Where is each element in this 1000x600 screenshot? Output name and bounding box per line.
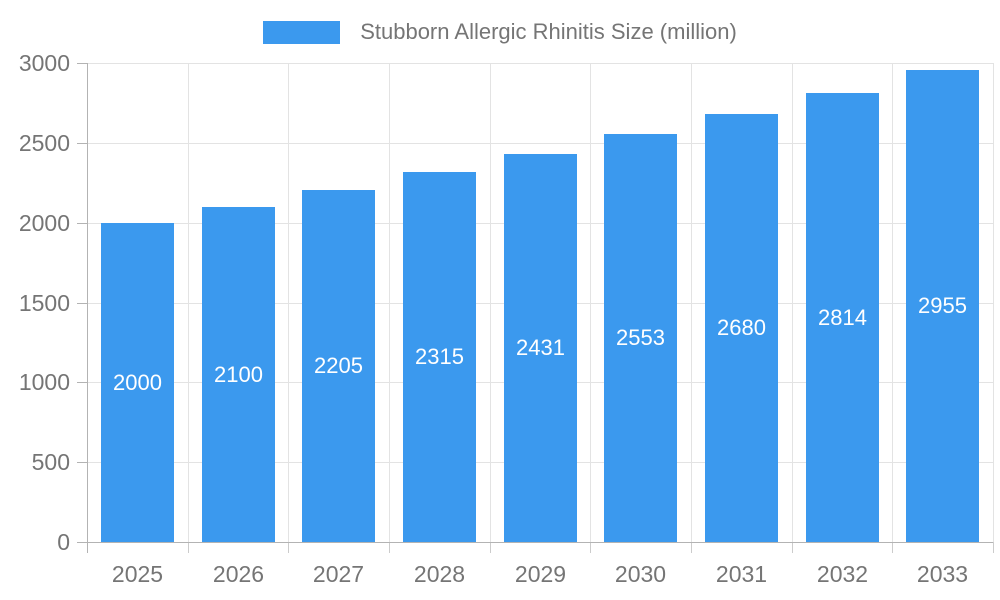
bar-value-label: 2814 [818,304,867,330]
y-axis-tick-label: 1000 [0,369,70,395]
y-tick-3000 [77,63,87,64]
y-axis-tick-label-text: 500 [31,449,70,475]
bar-2030[interactable]: 2553 [604,134,677,542]
gridline-v [993,63,994,542]
x-axis-tick-label: 2032 [792,561,893,587]
x-tick [892,542,893,553]
gridline-v [892,63,893,542]
x-tick [691,542,692,553]
x-tick [389,542,390,553]
x-axis-tick-label-text: 2030 [614,561,667,587]
y-axis-tick-label-text: 1000 [18,369,70,395]
x-tick [590,542,591,553]
bar-value-label: 2000 [113,369,162,395]
x-tick [288,542,289,553]
x-axis-tick-label-text: 2033 [916,561,969,587]
y-axis-line [87,63,88,553]
bar-2032[interactable]: 2814 [806,93,879,542]
gridline-h-2500 [87,143,993,144]
y-axis-tick-label-text: 0 [57,529,70,555]
x-tick [188,542,189,553]
x-axis-tick-label: 2031 [691,561,792,587]
gridline-v [490,63,491,542]
x-axis-tick-label-text: 2026 [212,561,265,587]
gridline-v [389,63,390,542]
bar-value-label: 2315 [415,344,464,369]
x-axis-tick-label-text: 2031 [715,561,768,587]
gridline-h-3000 [87,63,993,64]
x-axis-tick-label: 2030 [590,561,691,587]
x-axis-tick-label: 2029 [490,561,591,587]
legend[interactable]: Stubborn Allergic Rhinitis Size (million… [0,17,1000,47]
bar-2033[interactable]: 2955 [906,70,979,542]
x-axis-tick-label: 2033 [892,561,993,587]
y-axis-tick-label: 3000 [0,50,70,76]
x-axis-tick-label: 2027 [288,561,389,587]
x-axis-line [87,542,993,543]
y-tick-500 [77,462,87,463]
x-axis-tick-label-text: 2027 [312,561,365,587]
gridline-v [691,63,692,542]
bar-2029[interactable]: 2431 [504,154,577,542]
y-tick-1000 [77,382,87,383]
bar-value-label: 2553 [616,325,665,350]
bar-2026[interactable]: 2100 [202,207,275,542]
x-axis-tick-label: 2028 [389,561,490,587]
bar-value-label: 2431 [516,335,565,360]
x-axis-tick-label-text: 2029 [514,561,567,587]
y-axis-tick-label-text: 2000 [18,210,70,236]
bar-value-label: 2205 [314,353,363,378]
y-axis-tick-label-text: 3000 [18,50,70,76]
x-tick [792,542,793,553]
x-tick [490,542,491,553]
y-axis-tick-label: 0 [0,529,70,555]
x-axis-tick-label-text: 2032 [816,561,869,587]
legend-swatch [263,20,341,44]
gridline-v [590,63,591,542]
y-tick-1500 [77,303,87,304]
bar-2028[interactable]: 2315 [403,172,476,542]
y-axis-tick-label: 500 [0,449,70,475]
y-axis-tick-label-text: 1500 [18,290,70,316]
y-axis-tick-label: 2000 [0,210,70,236]
x-tick [993,542,994,553]
bar-2025[interactable]: 2000 [101,223,174,542]
bar-value-label: 2955 [918,293,967,318]
y-axis-tick-label: 1500 [0,290,70,316]
x-axis-tick-label: 2026 [188,561,289,587]
y-axis-tick-label-text: 2500 [18,130,70,156]
gridline-v [188,63,189,542]
x-axis-tick-label-text: 2025 [111,561,164,587]
y-axis-tick-label: 2500 [0,130,70,156]
gridline-v [288,63,289,542]
gridline-v [792,63,793,542]
bar-value-label: 2680 [717,315,766,340]
bar-2031[interactable]: 2680 [705,114,778,542]
legend-label: Stubborn Allergic Rhinitis Size (million… [360,19,737,44]
x-axis-tick-label-text: 2028 [413,561,466,587]
bar-2027[interactable]: 2205 [302,190,375,542]
y-tick-0 [77,542,87,543]
y-tick-2000 [77,223,87,224]
bar-value-label: 2100 [214,361,263,387]
x-axis-tick-label: 2025 [87,561,188,587]
y-tick-2500 [77,143,87,144]
